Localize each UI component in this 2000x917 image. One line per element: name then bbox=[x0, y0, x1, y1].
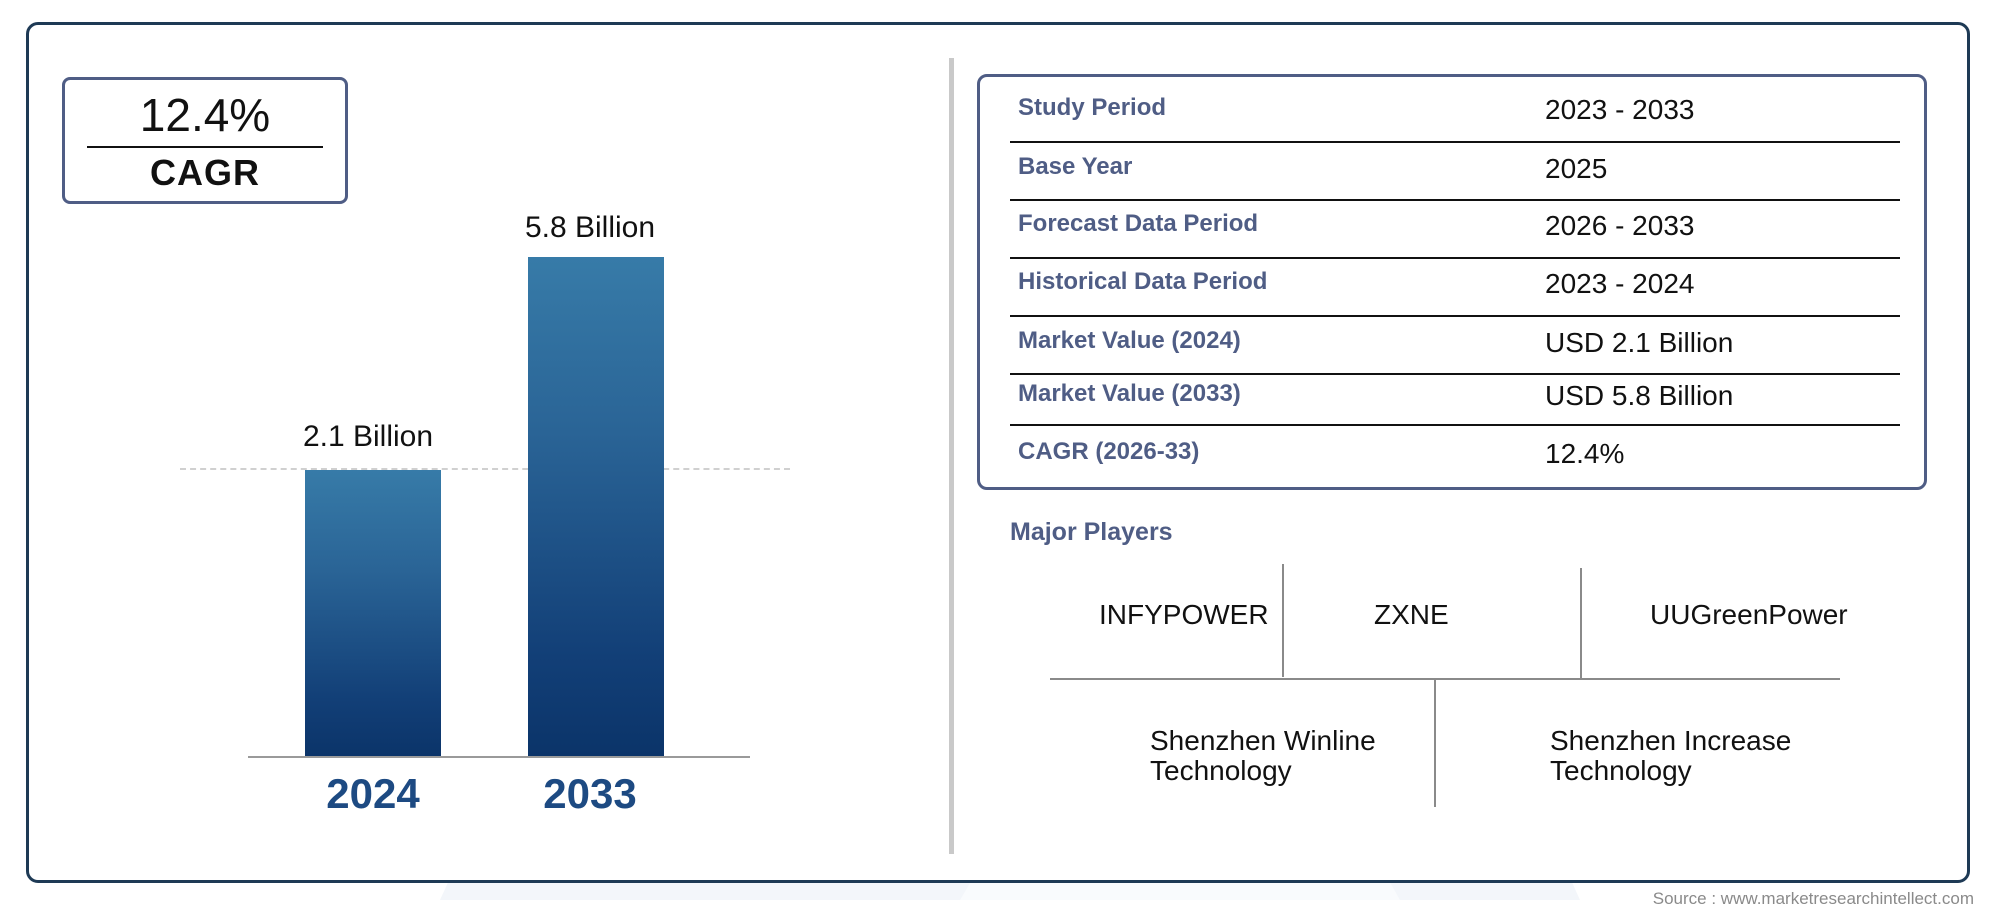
bar-2024 bbox=[305, 470, 441, 757]
row-label: Market Value (2024) bbox=[1018, 327, 1241, 354]
x-label-2033: 2033 bbox=[543, 770, 637, 817]
row-value: USD 2.1 Billion bbox=[1545, 327, 1734, 358]
row-divider bbox=[1010, 424, 1900, 426]
reference-dashed-line bbox=[180, 468, 790, 470]
row-label: Market Value (2033) bbox=[1018, 380, 1241, 407]
row-divider bbox=[1010, 199, 1900, 201]
row-label: CAGR (2026-33) bbox=[1018, 438, 1200, 465]
player-divider bbox=[1580, 568, 1582, 678]
x-label-2024: 2024 bbox=[326, 770, 420, 817]
player-zxne: ZXNE bbox=[1374, 599, 1449, 630]
source-credit: Source : www.marketresearchintellect.com bbox=[1652, 889, 1974, 908]
row-divider bbox=[1010, 373, 1900, 375]
player-divider bbox=[1434, 680, 1436, 807]
player-shenzhen-increase: Shenzhen Increase Technology bbox=[1550, 725, 1792, 786]
row-value: 2026 - 2033 bbox=[1545, 210, 1695, 241]
row-value: 2023 - 2033 bbox=[1545, 94, 1695, 125]
player-divider bbox=[1050, 678, 1840, 680]
row-value: 12.4% bbox=[1545, 438, 1625, 469]
row-value: USD 5.8 Billion bbox=[1545, 380, 1734, 411]
bar-2033 bbox=[528, 257, 664, 757]
bar-value-label-2024: 2.1 Billion bbox=[302, 420, 434, 453]
cagr-divider bbox=[87, 146, 323, 148]
row-value: 2025 bbox=[1545, 153, 1608, 184]
chart-baseline bbox=[248, 756, 750, 758]
cagr-label: CAGR bbox=[150, 152, 260, 193]
row-divider bbox=[1010, 141, 1900, 143]
row-label: Historical Data Period bbox=[1018, 268, 1268, 295]
player-shenzhen-winline: Shenzhen Winline Technology bbox=[1150, 725, 1376, 786]
player-divider bbox=[1282, 564, 1284, 677]
player-infypower: INFYPOWER bbox=[1099, 599, 1269, 630]
bar-value-label-2033: 5.8 Billion bbox=[524, 211, 656, 244]
cagr-badge: 12.4% CAGR bbox=[62, 77, 348, 204]
row-label: Base Year bbox=[1018, 153, 1133, 180]
row-value: 2023 - 2024 bbox=[1545, 268, 1695, 299]
row-divider bbox=[1010, 315, 1900, 317]
market-info-table: Study Period 2023 - 2033 Base Year 2025 … bbox=[977, 74, 1927, 490]
major-players-title: Major Players bbox=[1010, 518, 1173, 546]
row-divider bbox=[1010, 257, 1900, 259]
cagr-value: 12.4% bbox=[139, 89, 271, 141]
player-uugreenpower: UUGreenPower bbox=[1650, 599, 1848, 630]
row-label: Study Period bbox=[1018, 94, 1167, 121]
vertical-divider bbox=[949, 58, 954, 854]
row-label: Forecast Data Period bbox=[1018, 210, 1259, 237]
